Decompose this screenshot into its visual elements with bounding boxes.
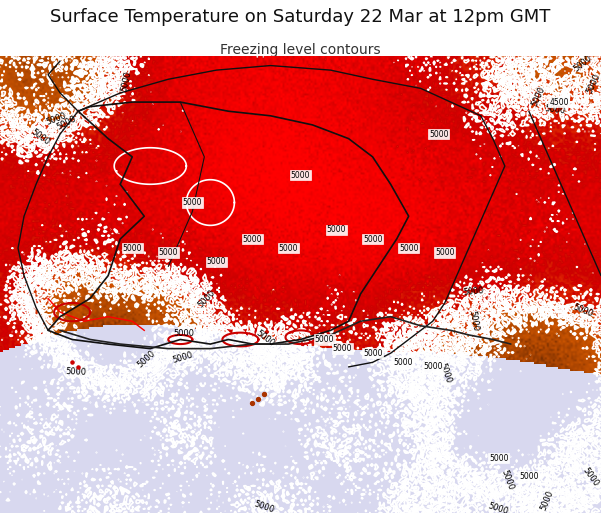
Text: 5000: 5000: [363, 234, 382, 244]
Text: Surface Temperature on Saturday 22 Mar at 12pm GMT: Surface Temperature on Saturday 22 Mar a…: [50, 8, 551, 26]
Text: 5000: 5000: [183, 198, 202, 207]
Text: 5000: 5000: [399, 244, 418, 253]
Text: 5000: 5000: [572, 53, 594, 74]
Text: 5000: 5000: [254, 328, 276, 348]
Point: [73, 363, 83, 371]
Point: [248, 399, 257, 407]
Text: 5000: 5000: [207, 258, 226, 266]
Text: 4500: 4500: [549, 97, 569, 107]
Text: 5000: 5000: [123, 244, 142, 253]
Text: 5000: 5000: [423, 362, 442, 371]
Text: 5000: 5000: [243, 234, 262, 244]
Text: 5000: 5000: [499, 468, 515, 491]
Text: 5000: 5000: [429, 130, 448, 139]
Point: [67, 358, 77, 366]
Text: 5000: 5000: [55, 114, 78, 132]
Bar: [0, 321, 601, 513]
Text: 5000: 5000: [538, 489, 555, 511]
Text: 5000: 5000: [291, 171, 310, 180]
Text: 5000: 5000: [253, 499, 276, 513]
Text: 5000: 5000: [393, 358, 412, 367]
Text: 5000: 5000: [435, 248, 454, 257]
Point: [260, 390, 269, 399]
Text: 5000: 5000: [581, 465, 601, 488]
Text: 5000: 5000: [572, 303, 594, 319]
Text: 5000: 5000: [530, 85, 547, 107]
Text: 5000: 5000: [487, 502, 510, 513]
Text: 5000: 5000: [327, 225, 346, 234]
Text: 5000: 5000: [519, 472, 538, 481]
Text: 5000: 5000: [120, 70, 133, 92]
Text: 5000: 5000: [585, 72, 601, 95]
Text: 5000: 5000: [544, 104, 566, 116]
Text: 5000: 5000: [363, 349, 382, 358]
Text: 5000: 5000: [66, 367, 87, 377]
Point: [254, 395, 263, 403]
Text: 5000: 5000: [29, 128, 51, 147]
Text: 5000: 5000: [463, 287, 485, 298]
Text: 5000: 5000: [174, 329, 195, 338]
Text: 5000: 5000: [489, 453, 508, 463]
Text: 5000: 5000: [44, 111, 67, 127]
Text: 5000: 5000: [159, 248, 178, 257]
Text: 5000: 5000: [468, 310, 480, 332]
Text: 5000: 5000: [197, 287, 218, 309]
Text: 5000: 5000: [315, 335, 334, 344]
Text: 5000: 5000: [279, 244, 298, 253]
Text: 5000: 5000: [135, 348, 157, 369]
Text: 5000: 5000: [171, 350, 194, 364]
Text: Freezing level contours: Freezing level contours: [220, 44, 381, 57]
Text: 5000: 5000: [333, 344, 352, 353]
Text: 5000: 5000: [438, 362, 453, 385]
